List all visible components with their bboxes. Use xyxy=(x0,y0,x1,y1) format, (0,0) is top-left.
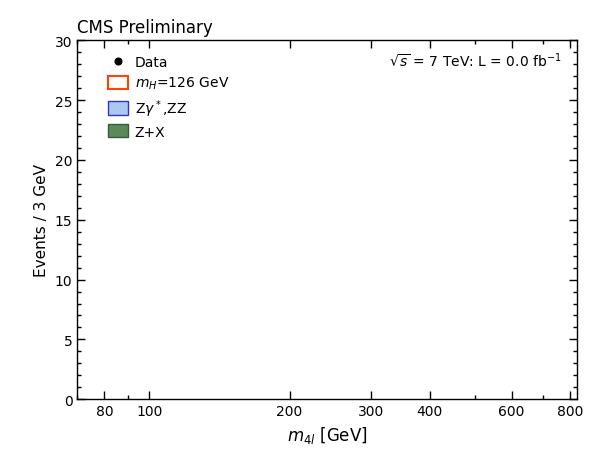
X-axis label: $m_{4l}$ [GeV]: $m_{4l}$ [GeV] xyxy=(287,424,368,445)
Text: CMS Preliminary: CMS Preliminary xyxy=(77,19,213,37)
Legend: Data, $m_H$=126 GeV, Z$\gamma^*$,ZZ, Z+X: Data, $m_H$=126 GeV, Z$\gamma^*$,ZZ, Z+X xyxy=(104,52,233,143)
Y-axis label: Events / 3 GeV: Events / 3 GeV xyxy=(35,164,49,277)
Text: $\sqrt{s}$ = 7 TeV: L = 0.0 fb$^{-1}$: $\sqrt{s}$ = 7 TeV: L = 0.0 fb$^{-1}$ xyxy=(390,52,562,70)
